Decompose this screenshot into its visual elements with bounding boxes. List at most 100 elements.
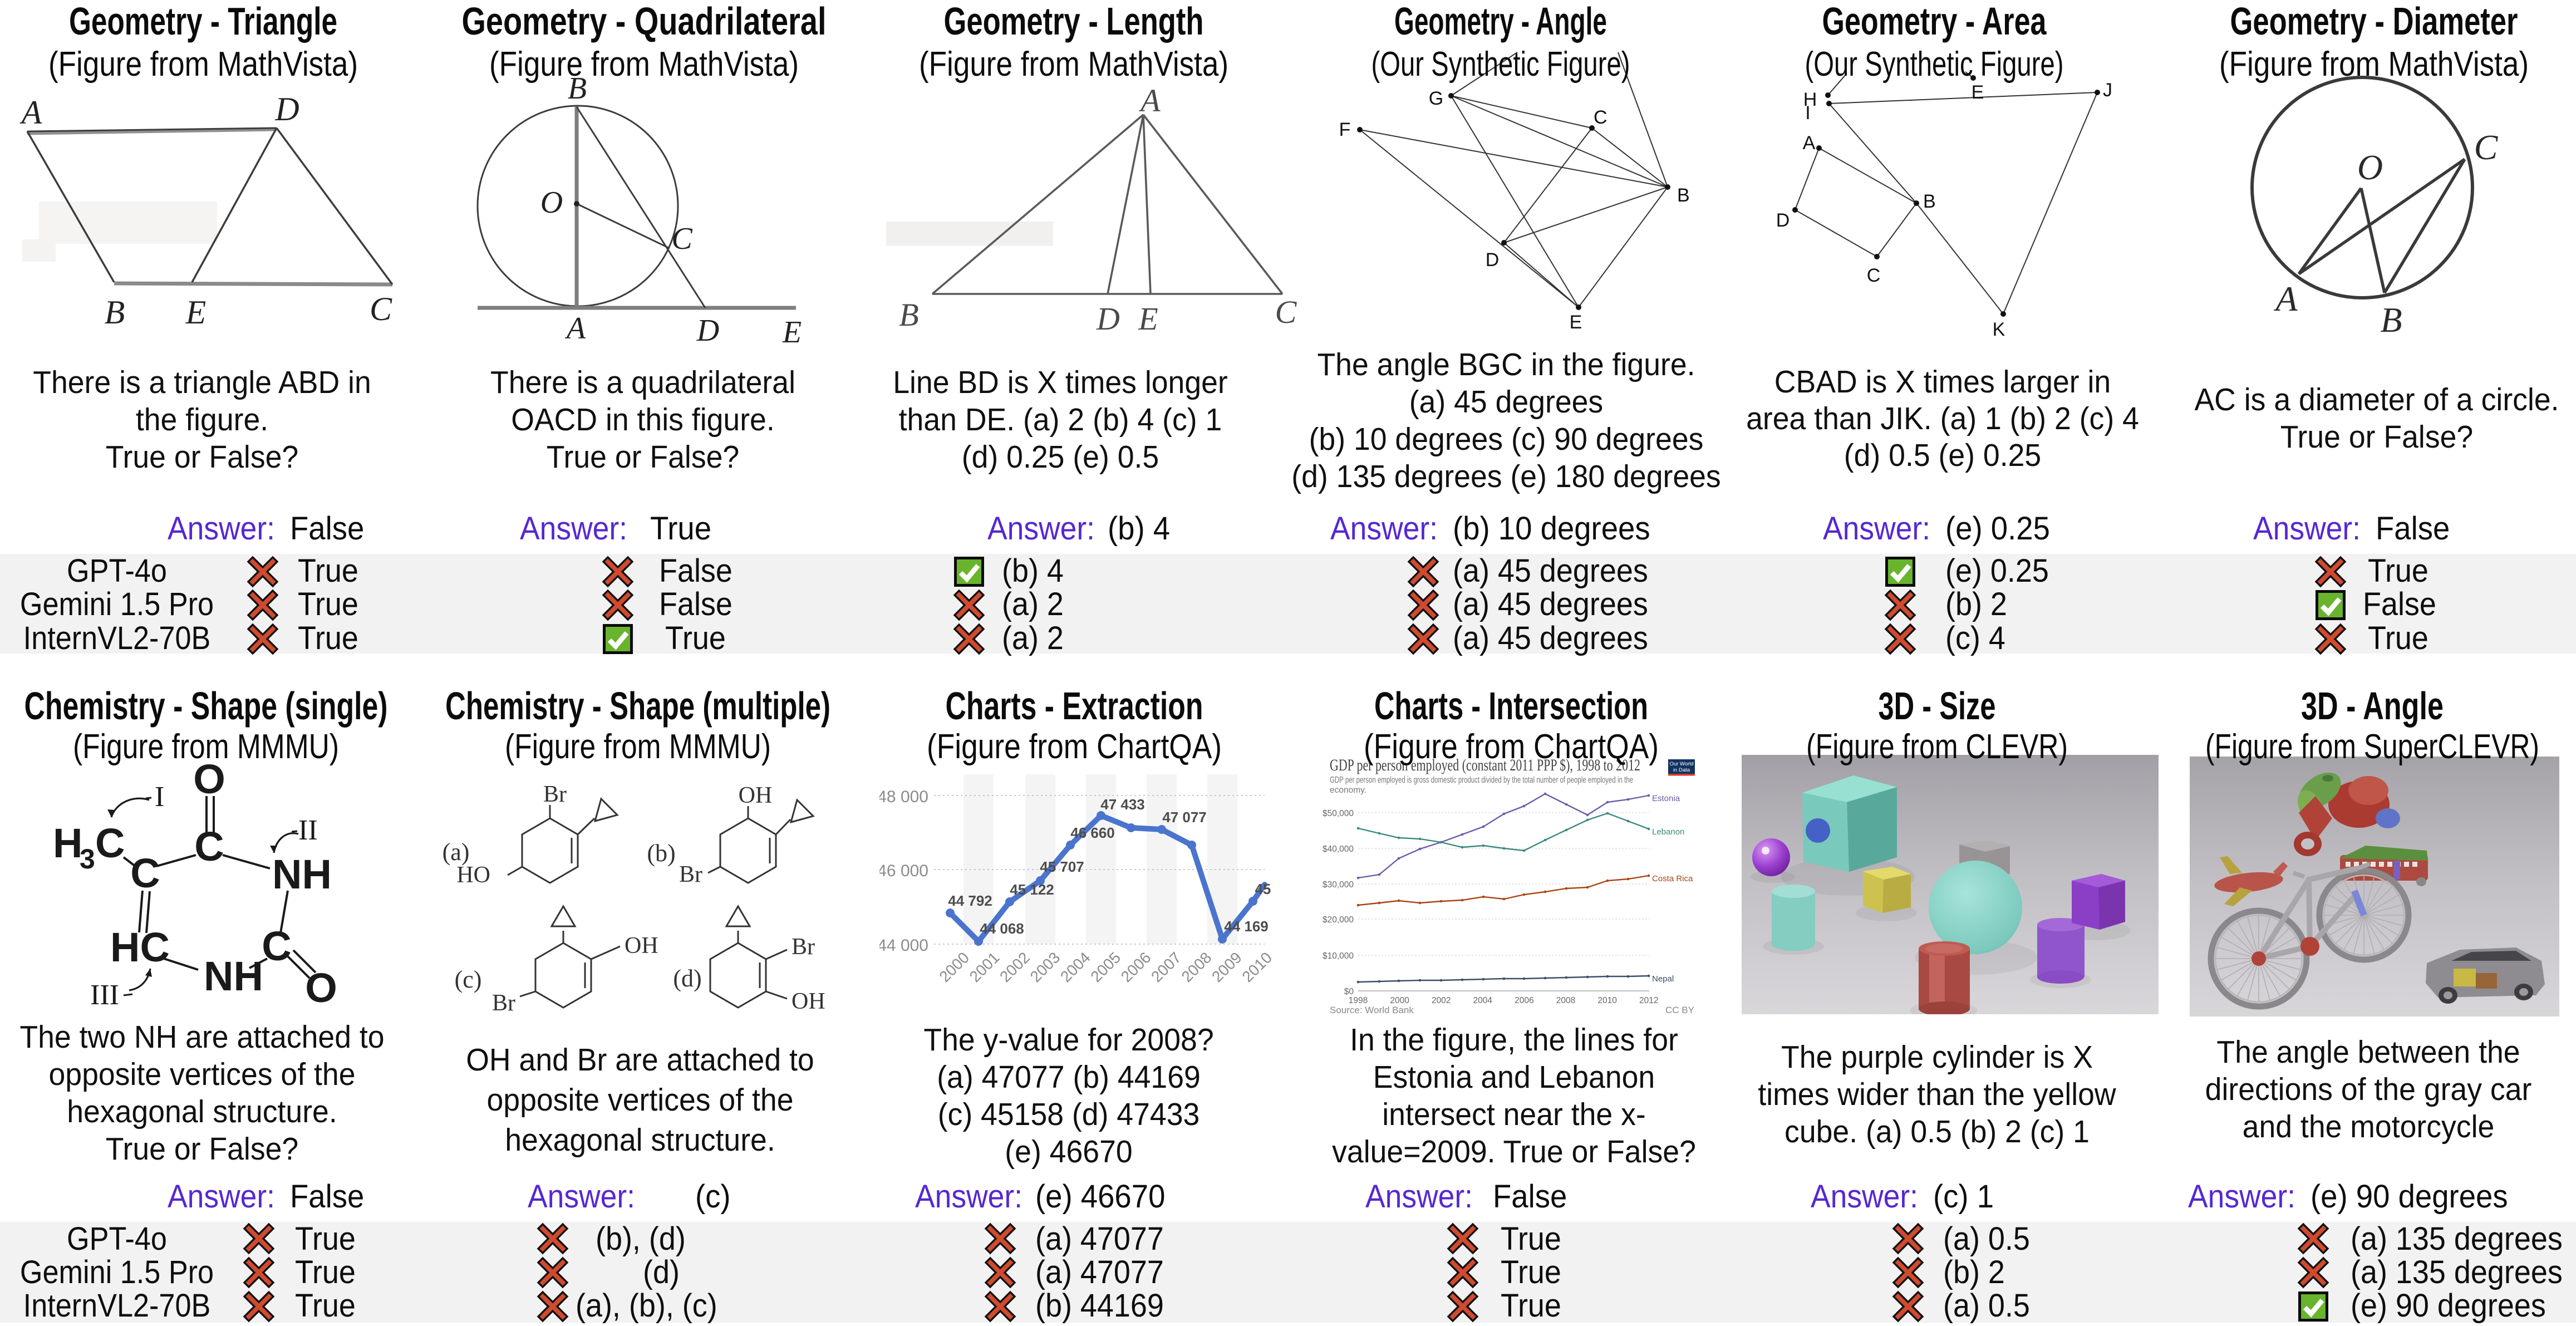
svg-text:2003: 2003 [1027,949,1064,985]
svg-text:(d): (d) [673,965,701,992]
svg-text:D: D [1096,301,1120,337]
svg-text:Our World: Our World [1669,761,1693,767]
svg-text:D: D [696,313,719,348]
svg-text:C: C [671,222,692,256]
svg-text:B: B [1677,185,1690,206]
svg-text:2010: 2010 [1238,949,1275,985]
svg-text:$0: $0 [1344,987,1354,996]
svg-text:2008: 2008 [1556,996,1575,1005]
svg-text:48 000: 48 000 [877,788,928,806]
svg-text:A: A [1803,132,1816,154]
svg-text:OH: OH [625,933,658,959]
svg-text:Nepal: Nepal [1652,974,1674,984]
svg-text:C: C [1275,294,1297,330]
svg-text:E: E [1138,301,1158,337]
svg-text:45 15: 45 15 [1255,881,1291,897]
svg-text:Costa Rica: Costa Rica [1652,874,1693,883]
svg-text:2012: 2012 [1639,996,1658,1005]
svg-text:C: C [194,823,224,870]
svg-text:2002: 2002 [1432,996,1451,1005]
svg-text:NH: NH [272,851,332,897]
svg-text:O: O [193,756,225,802]
svg-text:H: H [1803,89,1817,110]
svg-text:O: O [2357,148,2383,187]
svg-text:45 707: 45 707 [1040,858,1084,875]
svg-text:B: B [899,297,918,333]
svg-text:47 077: 47 077 [1162,809,1207,826]
svg-text:OH: OH [792,989,825,1014]
svg-text:44 792: 44 792 [948,892,992,909]
svg-text:47 433: 47 433 [1100,796,1145,813]
svg-text:Source: World Bank: Source: World Bank [1330,1005,1414,1015]
svg-text:economy.: economy. [1330,785,1366,795]
svg-text:OH: OH [739,783,773,808]
svg-text:2000: 2000 [1390,996,1409,1005]
svg-text:GDP per person employed is gro: GDP per person employed is gross domesti… [1330,775,1633,785]
svg-text:A: A [2273,279,2298,318]
svg-text:D: D [1776,210,1790,231]
svg-text:2006: 2006 [1515,996,1533,1005]
svg-text:II: II [298,814,318,846]
svg-text:J: J [2103,80,2112,101]
svg-text:Lebanon: Lebanon [1652,827,1684,837]
svg-text:D: D [274,91,299,127]
svg-text:O: O [305,965,337,1011]
svg-text:E: E [782,315,802,350]
svg-text:Br: Br [679,862,702,887]
svg-text:44 068: 44 068 [980,920,1024,937]
svg-text:44 169: 44 169 [1224,918,1269,935]
svg-text:H: H [53,820,82,866]
svg-text:(c): (c) [455,966,482,993]
svg-text:$20,000: $20,000 [1323,915,1354,925]
svg-text:45 122: 45 122 [1010,881,1054,898]
svg-text:D: D [1486,249,1500,271]
svg-text:(a): (a) [443,838,470,866]
svg-text:C: C [130,850,160,896]
svg-text:E: E [185,294,207,331]
svg-text:B: B [568,71,587,106]
svg-text:44 000: 44 000 [877,936,928,955]
svg-text:$10,000: $10,000 [1323,951,1354,961]
svg-text:E: E [1972,82,1984,103]
svg-text:C: C [1867,265,1881,286]
svg-text:2001: 2001 [966,949,1003,985]
svg-text:A: A [1138,82,1161,119]
svg-text:in Data: in Data [1673,767,1690,773]
svg-text:2004: 2004 [1057,949,1094,985]
svg-text:C: C [2474,127,2499,167]
svg-text:CC BY: CC BY [1665,1005,1694,1015]
svg-text:B: B [2380,300,2402,340]
svg-text:A: A [19,94,42,131]
svg-text:B: B [1923,191,1936,212]
svg-text:(b): (b) [647,839,675,867]
svg-text:$50,000: $50,000 [1323,809,1354,818]
svg-text:2010: 2010 [1597,996,1617,1005]
svg-text:O: O [540,185,563,220]
svg-text:C: C [95,820,125,866]
svg-text:2005: 2005 [1087,949,1124,985]
svg-text:3: 3 [80,843,95,875]
svg-text:2007: 2007 [1148,949,1184,985]
svg-text:2002: 2002 [996,949,1033,985]
svg-text:C: C [370,291,392,327]
svg-text:B: B [105,294,125,331]
svg-text:C: C [262,923,291,969]
svg-text:A: A [564,311,586,346]
svg-text:2004: 2004 [1473,996,1493,1005]
svg-text:Br: Br [792,934,815,960]
svg-text:HO: HO [456,862,490,888]
svg-text:2006: 2006 [1118,949,1154,985]
svg-text:2009: 2009 [1208,949,1245,985]
svg-text:I: I [155,781,164,813]
svg-text:K: K [1993,319,2005,340]
svg-text:HC: HC [110,924,170,970]
svg-text:Estonia: Estonia [1652,794,1680,803]
svg-text:G: G [1429,88,1443,109]
svg-text:GDP per person employed (const: GDP per person employed (constant 2011 P… [1330,756,1640,774]
svg-text:E: E [1570,312,1582,333]
svg-text:C: C [1594,107,1607,128]
svg-text:I: I [1805,102,1810,124]
svg-text:46 000: 46 000 [877,862,928,880]
svg-text:1998: 1998 [1349,996,1368,1005]
svg-text:F: F [1339,119,1351,140]
